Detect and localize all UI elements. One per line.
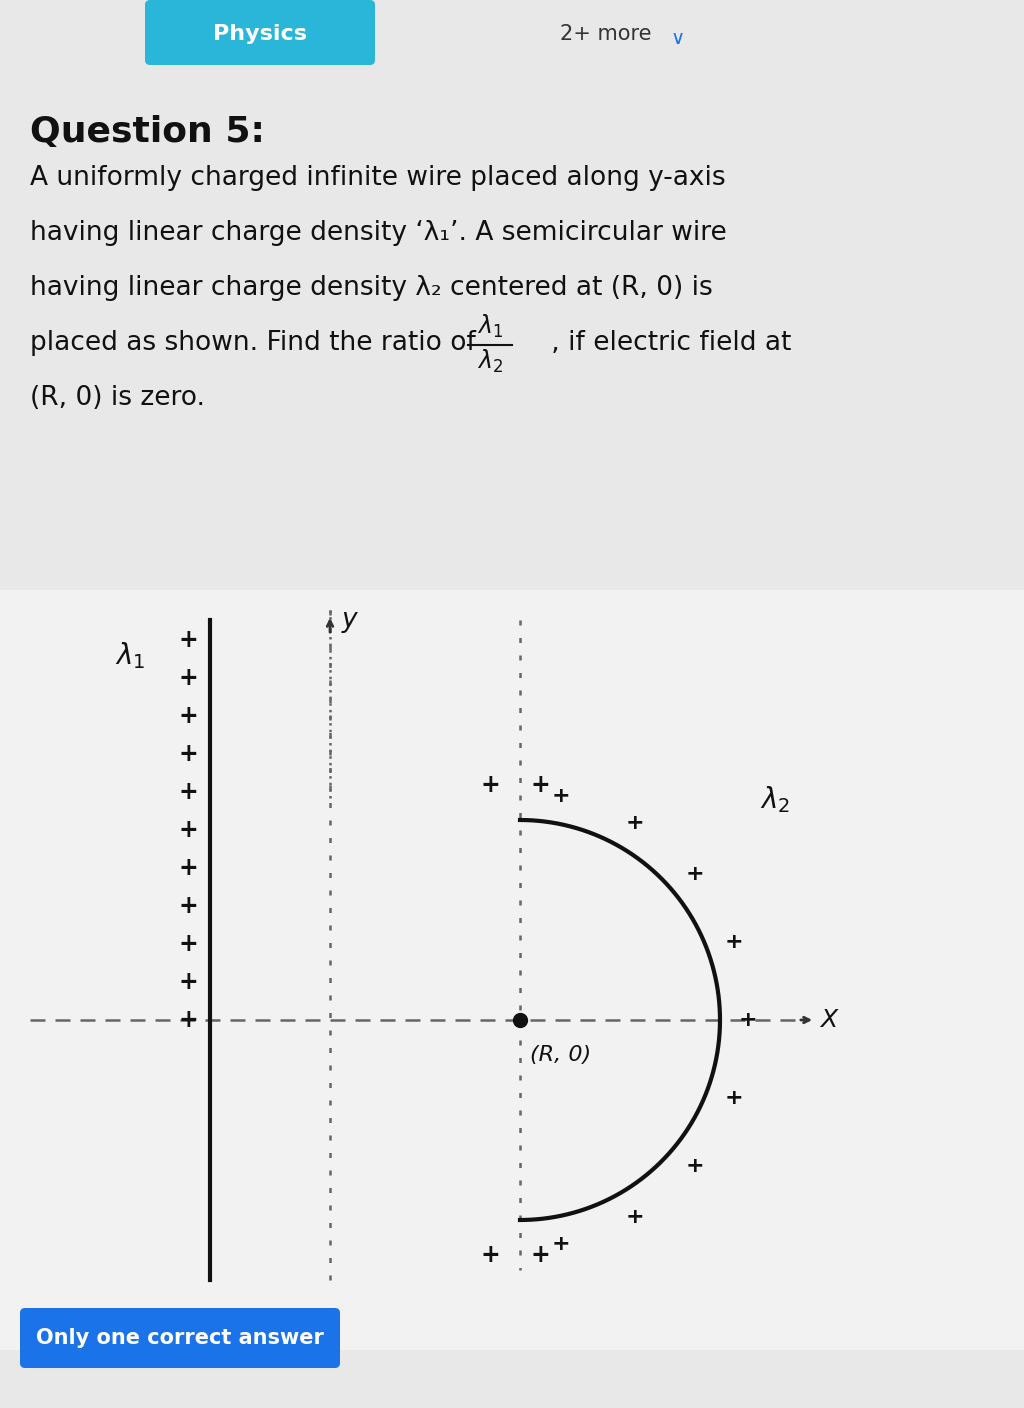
Text: +: + [686,865,705,884]
Text: $\lambda_1$: $\lambda_1$ [477,313,503,339]
Text: +: + [480,773,500,797]
Text: having linear charge density λ₂ centered at (R, 0) is: having linear charge density λ₂ centered… [30,275,713,301]
Bar [0,590,1024,1350]
Text: (R, 0): (R, 0) [530,1045,591,1064]
Text: +: + [178,1008,198,1032]
Text: placed as shown. Find the ratio of         , if electric field at: placed as shown. Find the ratio of , if … [30,329,792,356]
Text: +: + [725,1088,743,1108]
Text: (R, 0) is zero.: (R, 0) is zero. [30,384,205,411]
Text: y: y [342,607,357,634]
Text: +: + [530,773,550,797]
Text: ∨: ∨ [670,28,684,48]
Text: $\lambda_2$: $\lambda_2$ [477,348,503,375]
Text: +: + [480,1243,500,1267]
Text: +: + [552,786,570,805]
Text: 2+ more: 2+ more [560,24,651,44]
Text: Only one correct answer: Only one correct answer [36,1328,324,1347]
Text: +: + [626,1207,644,1226]
Text: Question 5:: Question 5: [30,115,265,149]
Text: +: + [178,742,198,766]
Text: +: + [178,666,198,690]
Text: +: + [178,932,198,956]
Text: +: + [686,1156,705,1176]
Text: +: + [626,812,644,834]
Text: $\lambda_2$: $\lambda_2$ [760,784,791,815]
Text: X: X [820,1008,838,1032]
Text: +: + [738,1010,758,1031]
Text: +: + [552,1235,570,1255]
Text: +: + [178,818,198,842]
Text: +: + [725,932,743,952]
FancyBboxPatch shape [145,0,375,65]
Text: Physics: Physics [213,24,307,44]
Text: +: + [178,780,198,804]
Text: +: + [178,970,198,994]
Text: A uniformly charged infinite wire placed along y-axis: A uniformly charged infinite wire placed… [30,165,726,191]
Text: +: + [178,856,198,880]
Text: +: + [178,628,198,652]
Text: $\lambda_1$: $\lambda_1$ [115,641,145,670]
FancyBboxPatch shape [20,1308,340,1369]
Text: +: + [178,704,198,728]
Text: +: + [530,1243,550,1267]
Text: +: + [178,894,198,918]
Text: having linear charge density ‘λ₁’. A semicircular wire: having linear charge density ‘λ₁’. A sem… [30,220,727,246]
